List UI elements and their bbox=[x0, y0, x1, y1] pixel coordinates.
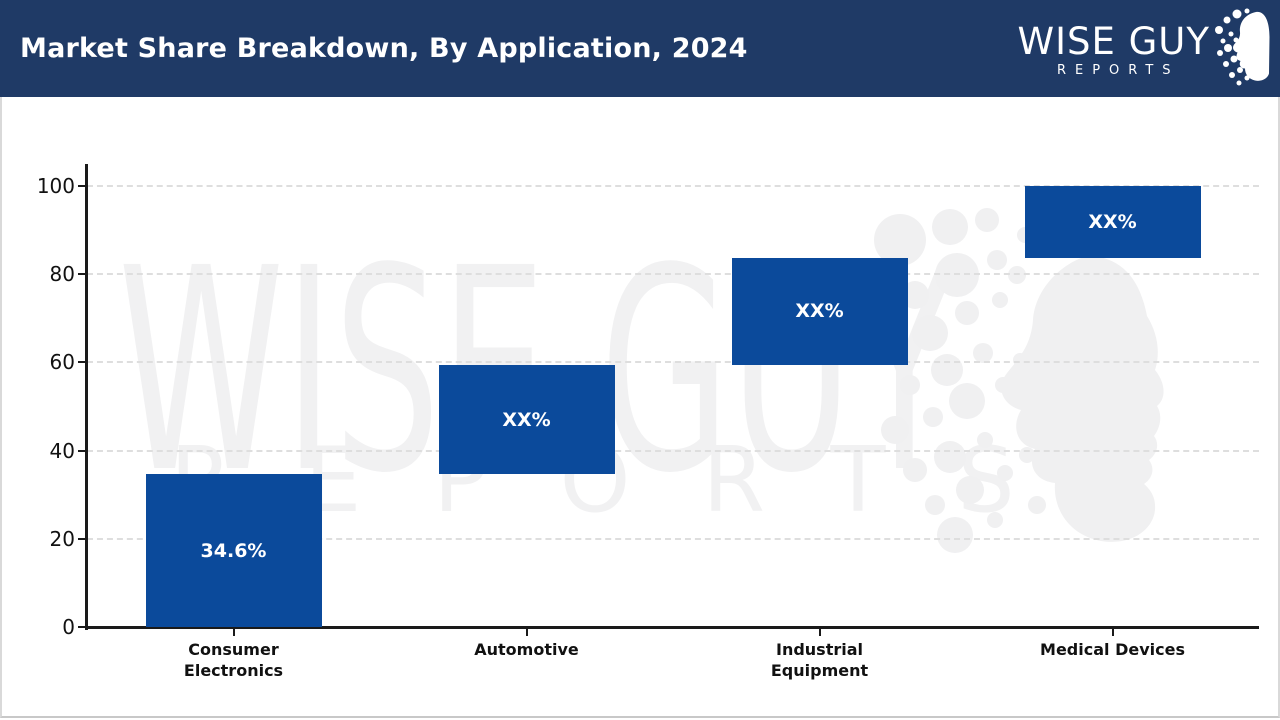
bar-value-label-automotive: XX% bbox=[502, 408, 551, 431]
header-band: Market Share Breakdown, By Application, … bbox=[0, 0, 1280, 97]
x-axis-category-label-automotive: Automotive bbox=[474, 640, 579, 659]
y-axis-tick-80 bbox=[78, 273, 87, 276]
logo-subtitle: REPORTS bbox=[1056, 62, 1180, 78]
bar-value-label-medical-devices: XX% bbox=[1088, 210, 1137, 233]
logo-wordmark: WISE GUY bbox=[1017, 19, 1210, 63]
y-axis-tick-60 bbox=[78, 361, 87, 364]
x-axis-category-label-medical-devices: Medical Devices bbox=[1040, 640, 1185, 659]
y-axis-tick-0 bbox=[78, 626, 87, 628]
y-axis-tick-label-0: 0 bbox=[62, 615, 75, 639]
x-axis-tick-consumer-electronics bbox=[232, 628, 235, 636]
wise-guy-logo: WISE GUY REPORTS bbox=[1018, 7, 1276, 91]
y-axis-tick-label-100: 100 bbox=[36, 174, 75, 199]
y-axis-tick-label-40: 40 bbox=[49, 438, 75, 463]
x-axis-tick-industrial-equipment bbox=[818, 628, 821, 636]
bar-consumer-electronics bbox=[145, 474, 322, 627]
gridline-60 bbox=[87, 361, 1259, 364]
bar-automotive bbox=[438, 364, 615, 475]
x-axis-category-label-industrial-equipment: Industrial Equipment bbox=[770, 640, 869, 680]
watermark-face-icon bbox=[874, 208, 1164, 553]
gridline-100 bbox=[87, 185, 1259, 188]
x-axis-line bbox=[85, 626, 1259, 629]
gridline-20 bbox=[87, 537, 1259, 540]
x-axis-category-label-consumer-electronics: Consumer Electronics bbox=[183, 640, 284, 680]
y-axis-tick-100 bbox=[78, 185, 87, 188]
logo-face-icon bbox=[1215, 8, 1270, 86]
gridline-40 bbox=[87, 449, 1259, 452]
bar-industrial-equipment bbox=[731, 257, 908, 365]
bar-value-label-industrial-equipment: XX% bbox=[795, 300, 844, 323]
y-axis-tick-label-20: 20 bbox=[49, 526, 75, 551]
bar-medical-devices bbox=[1024, 186, 1201, 258]
y-axis-tick-40 bbox=[78, 449, 87, 452]
logo-text: WISE GUY REPORTS bbox=[1017, 19, 1210, 78]
y-axis-tick-label-60: 60 bbox=[49, 350, 75, 375]
x-axis-tick-automotive bbox=[525, 628, 528, 636]
y-axis-tick-label-80: 80 bbox=[49, 262, 75, 287]
x-axis-tick-medical-devices bbox=[1111, 628, 1114, 636]
y-axis-tick-20 bbox=[78, 537, 87, 540]
gridline-80 bbox=[87, 273, 1259, 276]
page-title: Market Share Breakdown, By Application, … bbox=[20, 33, 748, 64]
y-axis-line bbox=[85, 164, 88, 630]
bar-value-label-consumer-electronics: 34.6% bbox=[200, 539, 267, 562]
